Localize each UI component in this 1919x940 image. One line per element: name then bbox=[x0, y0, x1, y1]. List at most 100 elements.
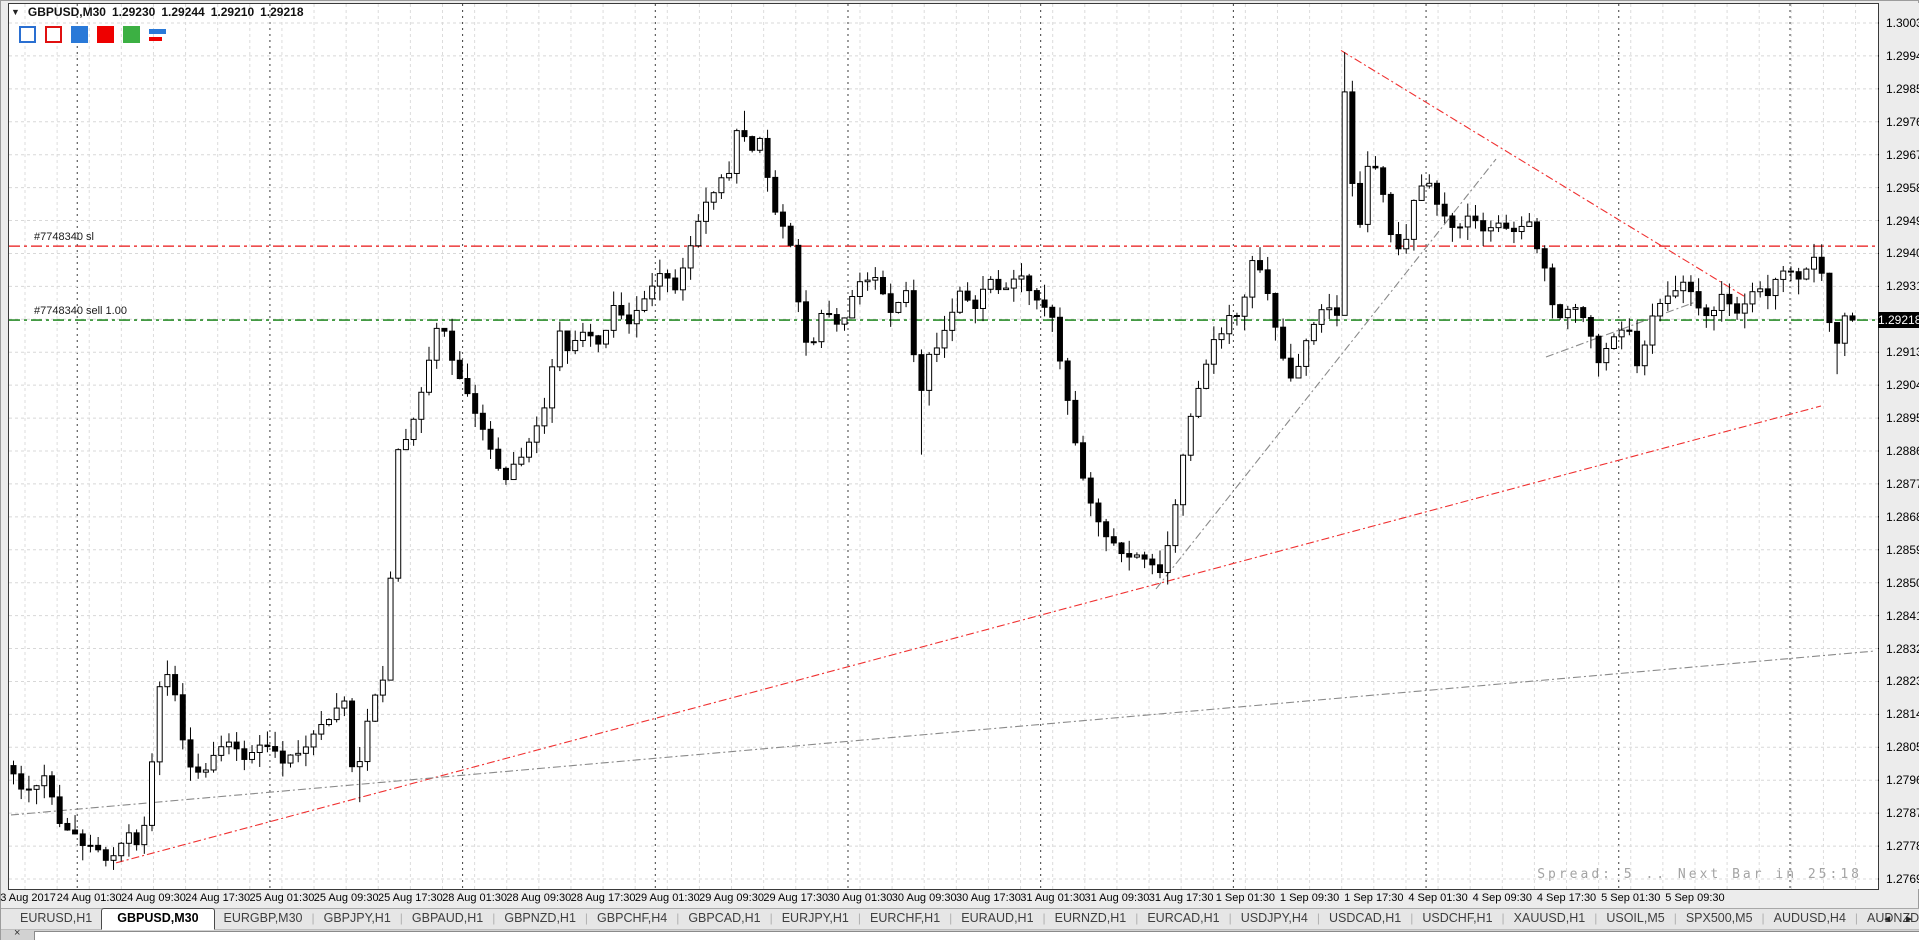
candlestick-series bbox=[10, 52, 1856, 870]
time-axis-label: 4 Sep 01:30 bbox=[1408, 892, 1468, 904]
chart-dropdown-icon[interactable]: ▼ bbox=[11, 7, 20, 17]
tab-separator: | bbox=[1594, 911, 1598, 925]
time-axis-label: 4 Sep 09:30 bbox=[1472, 892, 1532, 904]
time-axis-label: 31 Aug 17:30 bbox=[1148, 892, 1214, 904]
price-axis-label: 1.28050 bbox=[1886, 740, 1919, 755]
solid-blue-swatch[interactable] bbox=[71, 26, 88, 43]
symbol-tab-eurjpy-h1[interactable]: EURJPY,H1 bbox=[781, 911, 849, 925]
stop-loss-order-label: #7748340 sl bbox=[34, 231, 94, 244]
tab-scroll-left-icon[interactable]: ◄ bbox=[1882, 914, 1893, 925]
price-axis-label: 1.29580 bbox=[1886, 180, 1919, 195]
symbol-tab-bar: EURUSD,H1 GBPUSD,M30 EURGBP,M30 | GBPJPY,H1 |… bbox=[1, 908, 1919, 930]
tab-scroll-right-icon[interactable]: ► bbox=[1904, 914, 1914, 925]
price-axis-label: 1.27690 bbox=[1886, 872, 1919, 886]
symbol-tab-euraud-h1[interactable]: EURAUD,H1 bbox=[961, 911, 1034, 925]
symbol-tab-eurgbp-m30[interactable]: EURGBP,M30 bbox=[223, 911, 303, 925]
symbol-tab-spx500-m5[interactable]: SPX500,M5 bbox=[1685, 911, 1753, 925]
price-axis-label: 1.28860 bbox=[1886, 444, 1919, 458]
current-price-tag: 1.29218 bbox=[1878, 312, 1919, 329]
time-axis-label: 1 Sep 01:30 bbox=[1215, 892, 1276, 904]
price-axis-label: 1.28140 bbox=[1886, 707, 1919, 722]
tab-separator: | bbox=[1316, 911, 1320, 925]
symbol-tab-gbpchf-h4[interactable]: GBPCHF,H4 bbox=[597, 911, 668, 925]
price-axis-label: 1.29940 bbox=[1886, 48, 1919, 63]
symbol-tab-usoil-m5[interactable]: USOIL,M5 bbox=[1606, 911, 1665, 925]
symbol-tab-audusd-h4[interactable]: AUDUSD,H4 bbox=[1773, 911, 1846, 925]
symbol-tab-xauusd-h1[interactable]: XAUUSD,H1 bbox=[1513, 911, 1586, 925]
quote-open: 1.29230 bbox=[111, 5, 156, 19]
time-axis-label: 31 Aug 01:30 bbox=[1020, 892, 1086, 904]
symbol-tab-usdjpy-h4[interactable]: USDJPY,H4 bbox=[1240, 911, 1308, 925]
time-axis-label: 24 Aug 01:30 bbox=[56, 892, 122, 904]
time-axis-label: 29 Aug 09:30 bbox=[699, 892, 764, 904]
time-axis-label: 29 Aug 17:30 bbox=[763, 892, 829, 904]
symbol-tab-gbpusd-m30[interactable]: GBPUSD,M30 bbox=[101, 908, 215, 930]
symbol-tab-eurchf-h1[interactable]: EURCHF,H1 bbox=[870, 911, 941, 925]
blue-red-bars-swatch[interactable] bbox=[149, 26, 166, 43]
hollow-red-swatch[interactable] bbox=[45, 26, 62, 43]
symbol-tab-usdchf-h1[interactable]: USDCHF,H1 bbox=[1422, 911, 1493, 925]
tab-separator: | bbox=[1410, 911, 1414, 925]
symbol-tab-gbpjpy-h1[interactable]: GBPJPY,H1 bbox=[323, 911, 391, 925]
tab-separator: | bbox=[1761, 911, 1765, 925]
time-axis-label: 31 Aug 09:30 bbox=[1084, 892, 1150, 904]
shallow-gray-trendline[interactable] bbox=[10, 650, 1875, 816]
price-axis-label: 1.29310 bbox=[1886, 279, 1919, 294]
tab-separator: | bbox=[1673, 911, 1677, 925]
quote-close: 1.29218 bbox=[260, 5, 304, 19]
symbol-tab-eurnzd-h1[interactable]: EURNZD,H1 bbox=[1054, 911, 1127, 925]
tab-separator: | bbox=[1501, 911, 1505, 925]
time-axis-label: 28 Aug 09:30 bbox=[506, 892, 572, 904]
time-axis-label: 23 Aug 2017 bbox=[0, 892, 56, 904]
spread-nextbar-status: Spread: 5 .. Next Bar in 25:18 bbox=[1537, 867, 1862, 882]
ascending-support-red-line[interactable] bbox=[115, 405, 1822, 864]
quote-low: 1.29210 bbox=[210, 5, 255, 19]
tab-separator: | bbox=[1228, 911, 1232, 925]
time-axis-label: 25 Aug 01:30 bbox=[249, 892, 315, 904]
wedge-gray-trendline[interactable] bbox=[1545, 299, 1702, 358]
sell-order-label: #7748340 sell 1.00 bbox=[34, 305, 127, 318]
solid-red-swatch[interactable] bbox=[97, 26, 114, 43]
descending-resistance-line[interactable] bbox=[1340, 49, 1747, 298]
price-axis-label: 1.29490 bbox=[1886, 213, 1919, 228]
symbol-tab-usdcad-h1[interactable]: USDCAD,H1 bbox=[1329, 911, 1402, 925]
symbol-tab-gbpaud-h1[interactable]: GBPAUD,H1 bbox=[411, 911, 484, 925]
time-axis-label: 5 Sep 01:30 bbox=[1601, 892, 1661, 904]
color-swatch-toolbar bbox=[19, 26, 166, 43]
price-axis-label: 1.28500 bbox=[1886, 575, 1919, 590]
price-axis-label: 1.29760 bbox=[1886, 114, 1919, 129]
scrollbar-track[interactable] bbox=[34, 931, 1919, 940]
symbol-tab-gbpnzd-h1[interactable]: GBPNZD,H1 bbox=[504, 911, 576, 925]
symbol-tab-gbpcad-h1[interactable]: GBPCAD,H1 bbox=[688, 911, 761, 925]
symbol-tab-audnzd-h1[interactable]: AUDNZD,H1 bbox=[1867, 911, 1919, 925]
symbol-tab-eurcad-h1[interactable]: EURCAD,H1 bbox=[1147, 911, 1220, 925]
price-axis-label: 1.28680 bbox=[1886, 509, 1919, 524]
time-axis-label: 25 Aug 17:30 bbox=[377, 892, 443, 904]
bar-bottom bbox=[149, 36, 162, 41]
tab-separator: | bbox=[676, 911, 680, 925]
time-axis-label: 29 Aug 01:30 bbox=[634, 892, 700, 904]
bar-top bbox=[149, 28, 166, 34]
symbol-period-title: GBPUSD,M30 bbox=[27, 5, 106, 19]
tab-separator: | bbox=[311, 911, 315, 925]
price-axis[interactable]: 1.30030 1.29940 1.29850 1.29760 1.29670 1.295… bbox=[1879, 3, 1919, 889]
tab-separator: | bbox=[1854, 911, 1859, 925]
time-axis-label: 30 Aug 09:30 bbox=[891, 892, 957, 904]
solid-green-swatch[interactable] bbox=[123, 26, 140, 43]
hollow-blue-swatch[interactable] bbox=[19, 26, 36, 43]
time-axis-label: 5 Sep 09:30 bbox=[1665, 892, 1725, 904]
price-axis-label: 1.29850 bbox=[1886, 81, 1919, 96]
time-axis-label: 30 Aug 17:30 bbox=[956, 892, 1021, 904]
price-axis-label: 1.30030 bbox=[1886, 16, 1919, 30]
price-axis-label: 1.29040 bbox=[1886, 378, 1919, 393]
time-axis[interactable]: 23 Aug 2017 24 Aug 01:30 24 Aug 09:30 24 Au… bbox=[0, 890, 1878, 908]
price-axis-label: 1.29400 bbox=[1886, 246, 1919, 261]
symbol-tab-eurusd-h1[interactable]: EURUSD,H1 bbox=[20, 911, 93, 925]
price-axis-label: 1.29130 bbox=[1886, 345, 1919, 360]
tab-scroll-arrows: ◄ ► bbox=[1882, 914, 1914, 925]
close-icon[interactable]: × bbox=[14, 927, 21, 939]
tab-separator: | bbox=[1135, 911, 1139, 925]
time-axis-label: 28 Aug 17:30 bbox=[570, 892, 636, 904]
steep-gray-trendline[interactable] bbox=[1155, 158, 1497, 590]
